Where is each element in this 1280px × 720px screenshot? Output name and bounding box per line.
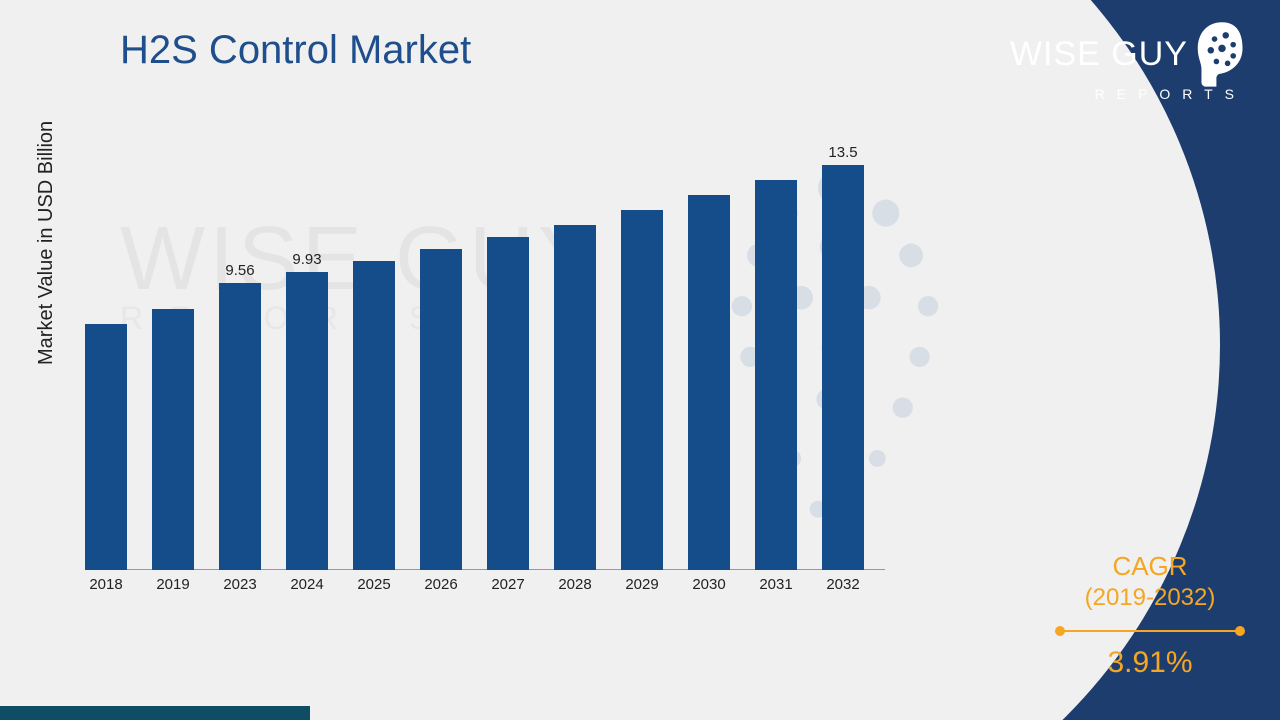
bar-category-label: 2024	[278, 570, 337, 593]
bar-group: 9.932024	[286, 150, 328, 570]
bar-group: 2025	[353, 150, 395, 570]
bar-category-label: 2023	[211, 570, 270, 593]
bar	[688, 195, 730, 570]
bar	[487, 237, 529, 570]
bottom-accent-bar	[0, 706, 310, 720]
bar-value-label: 13.5	[822, 144, 864, 165]
cagr-box: CAGR (2019-2032) 3.91%	[1020, 551, 1280, 680]
canvas: WISE GUY REPORTS H2S Control Market Mark…	[0, 0, 1280, 720]
bar-category-label: 2025	[345, 570, 404, 593]
bar-group: 2030	[688, 150, 730, 570]
bar	[152, 309, 194, 570]
bar-category-label: 2018	[77, 570, 136, 593]
bar	[755, 180, 797, 570]
bar	[286, 272, 328, 570]
bar-group: 2029	[621, 150, 663, 570]
bar-group: 13.52032	[822, 150, 864, 570]
bar-category-label: 2027	[479, 570, 538, 593]
bar-group: 2027	[487, 150, 529, 570]
bar-category-label: 2032	[814, 570, 873, 593]
chart-title: H2S Control Market	[120, 28, 471, 73]
bar	[822, 165, 864, 570]
bar-value-label: 9.56	[219, 262, 261, 283]
bar-group: 2026	[420, 150, 462, 570]
cagr-label: CAGR	[1020, 551, 1280, 582]
cagr-value: 3.91%	[1020, 646, 1280, 680]
bar	[85, 324, 127, 570]
chart-panel: WISE GUY REPORTS H2S Control Market Mark…	[0, 0, 970, 700]
plot-area: 2018 2019 9.562023 9.932024 2025 2026 2027 2028…	[85, 150, 885, 570]
bar-category-label: 2019	[144, 570, 203, 593]
bar-category-label: 2026	[412, 570, 471, 593]
y-axis-label: Market Value in USD Billion	[35, 121, 58, 365]
bar-category-label: 2031	[747, 570, 806, 593]
brand-logo: WISE GUY REPORTS	[1010, 20, 1250, 102]
cagr-range: (2019-2032)	[1020, 584, 1280, 612]
bar	[420, 249, 462, 570]
bar-group: 9.562023	[219, 150, 261, 570]
bar	[219, 283, 261, 570]
logo-text-line1: WISE GUY	[1010, 35, 1188, 74]
bar-category-label: 2029	[613, 570, 672, 593]
bar	[353, 261, 395, 570]
bar-group: 2019	[152, 150, 194, 570]
logo-line1-row: WISE GUY	[1010, 20, 1250, 88]
bar-group: 2031	[755, 150, 797, 570]
cagr-divider	[1060, 630, 1240, 632]
logo-head-icon	[1194, 20, 1250, 88]
bar-group: 2028	[554, 150, 596, 570]
logo-text-line2: REPORTS	[1010, 86, 1250, 102]
bar-group: 2018	[85, 150, 127, 570]
bar-value-label: 9.93	[286, 251, 328, 272]
bar-category-label: 2030	[680, 570, 739, 593]
bar-category-label: 2028	[546, 570, 605, 593]
bar	[554, 225, 596, 570]
bar	[621, 210, 663, 570]
